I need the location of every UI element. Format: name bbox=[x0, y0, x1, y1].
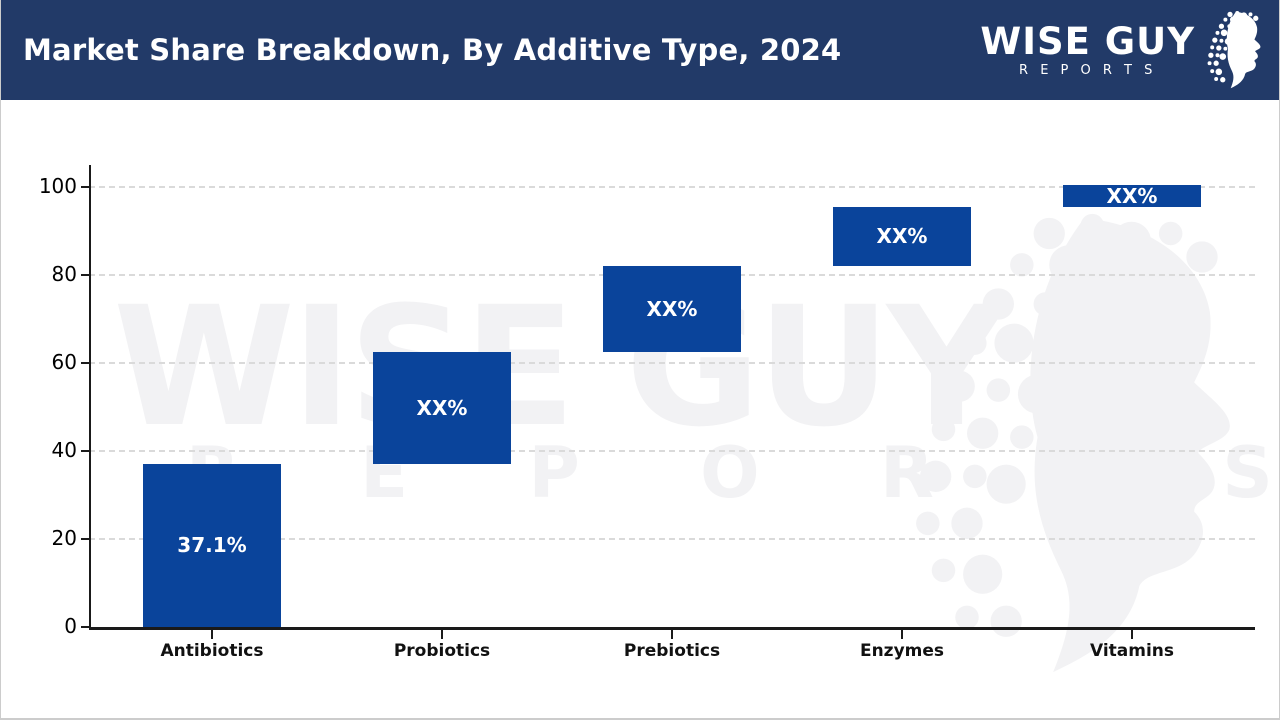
x-axis-category-label: Enzymes bbox=[859, 641, 945, 661]
bar-vitamins: XX% bbox=[1063, 183, 1201, 208]
brand-logo: WISE GUY R E P O R T S bbox=[980, 10, 1279, 90]
bar-value-label: XX% bbox=[646, 297, 698, 322]
watermark-wordmark: WISE GUY bbox=[113, 271, 1006, 463]
y-axis-tick-label: 100 bbox=[38, 174, 77, 198]
y-axis-tick bbox=[81, 186, 89, 188]
bar-prebiotics: XX% bbox=[603, 266, 741, 353]
y-axis-tick bbox=[81, 362, 89, 364]
x-axis-line bbox=[89, 627, 1255, 630]
logo-wordmark-line2: R E P O R T S bbox=[1019, 62, 1157, 78]
bar-value-label: 37.1% bbox=[177, 533, 247, 558]
y-axis-tick-label: 40 bbox=[51, 438, 77, 462]
y-axis-tick bbox=[81, 274, 89, 276]
gridline bbox=[89, 450, 1255, 452]
bar-enzymes: XX% bbox=[833, 206, 971, 267]
y-axis-tick bbox=[81, 626, 89, 628]
chart-title: Market Share Breakdown, By Additive Type… bbox=[23, 33, 842, 67]
gridline bbox=[89, 186, 1255, 188]
x-axis-category-label: Probiotics bbox=[393, 641, 491, 661]
watermark-face-profile-dots-icon bbox=[846, 210, 1276, 680]
y-axis-tick bbox=[81, 450, 89, 452]
y-axis-tick-label: 80 bbox=[51, 262, 77, 286]
gridline bbox=[89, 538, 1255, 540]
bar-probiotics: XX% bbox=[373, 352, 511, 464]
bar-value-label: XX% bbox=[876, 224, 928, 249]
x-axis-category-label: Antibiotics bbox=[160, 641, 264, 661]
x-axis-tick bbox=[671, 630, 673, 639]
logo-wordmark-line1: WISE GUY bbox=[980, 19, 1195, 63]
gridline bbox=[89, 362, 1255, 364]
x-axis-category-label: Prebiotics bbox=[623, 641, 721, 661]
bar-antibiotics: 37.1% bbox=[143, 463, 281, 627]
bar-value-label: XX% bbox=[416, 396, 468, 421]
bar-value-label: XX% bbox=[1106, 183, 1158, 208]
y-axis-tick bbox=[81, 538, 89, 540]
x-axis-category-label: Vitamins bbox=[1089, 641, 1175, 661]
y-axis-line bbox=[89, 165, 91, 630]
x-axis-tick bbox=[1131, 630, 1133, 639]
logo-wordmark: WISE GUY R E P O R T S bbox=[980, 23, 1195, 78]
header-bar: Market Share Breakdown, By Additive Type… bbox=[1, 0, 1279, 100]
x-axis-tick bbox=[901, 630, 903, 639]
y-axis-tick-label: 20 bbox=[51, 526, 77, 550]
x-axis-tick bbox=[211, 630, 213, 639]
x-axis-tick bbox=[441, 630, 443, 639]
y-axis-tick-label: 60 bbox=[51, 350, 77, 374]
face-profile-dots-icon bbox=[1199, 10, 1265, 90]
y-axis-tick-label: 0 bbox=[64, 614, 77, 638]
